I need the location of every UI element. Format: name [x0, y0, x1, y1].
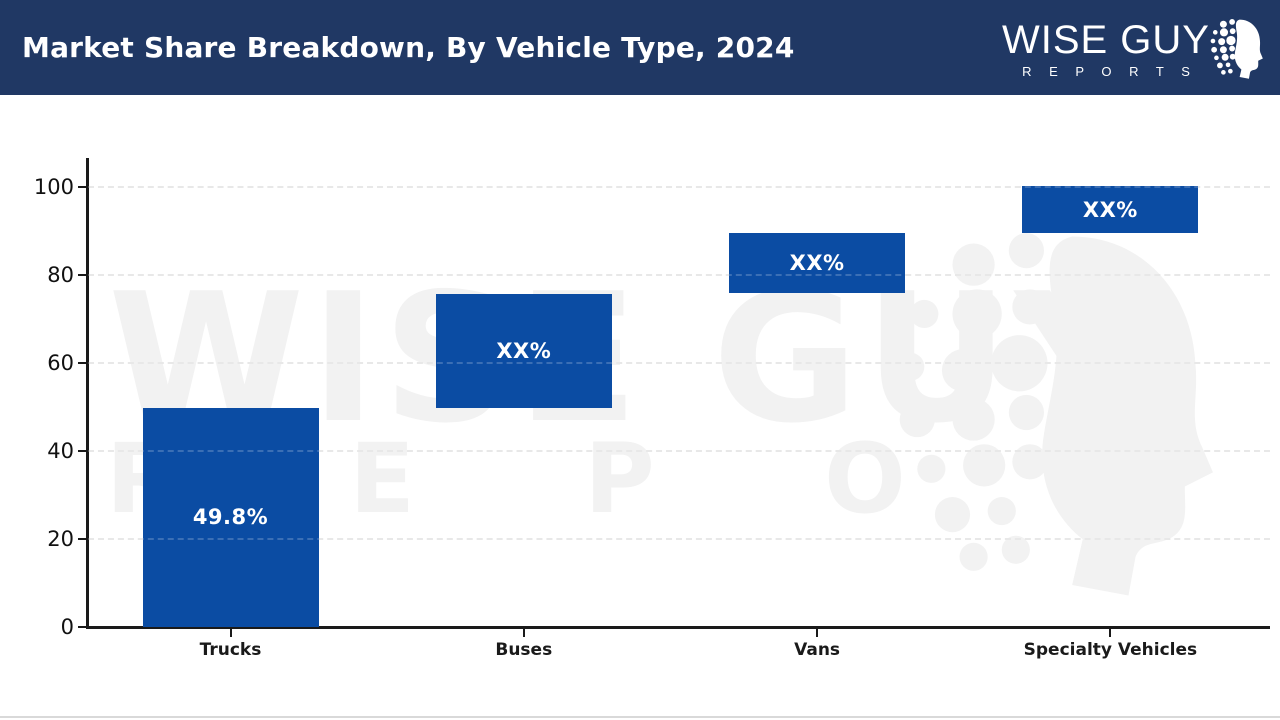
bar-value-label-trucks: 49.8%: [192, 505, 269, 530]
gridline-overlay-80: [88, 274, 1270, 276]
gridline-100: [88, 186, 1270, 188]
page-title: Market Share Breakdown, By Vehicle Type,…: [22, 31, 795, 64]
x-tick-label-buses: Buses: [495, 640, 553, 660]
x-tick-label-vans: Vans: [794, 640, 841, 660]
y-tick-mark-0: [78, 626, 87, 628]
logo-subtitle: R E P O R T S: [1022, 63, 1197, 79]
chart-area: WISE GUY R E P O R T S 02040608010049.8%…: [0, 95, 1280, 720]
logo-text: WISE GUY R E P O R T S: [1002, 18, 1210, 79]
y-tick-mark-80: [78, 274, 87, 276]
gridline-40: [88, 450, 1270, 452]
y-tick-label-100: 100: [33, 175, 74, 199]
x-tick-label-specialty-vehicles: Specialty Vehicles: [1023, 640, 1198, 660]
y-tick-label-60: 60: [47, 351, 74, 375]
bar-trucks: 49.8%: [142, 407, 319, 627]
y-tick-label-0: 0: [60, 615, 74, 639]
x-axis: [86, 626, 1270, 629]
gridline-60: [88, 362, 1270, 364]
bar-value-label-specialty-vehicles: XX%: [1082, 197, 1138, 222]
bar-specialty-vehicles: XX%: [1022, 186, 1199, 234]
y-tick-label-40: 40: [47, 439, 74, 463]
bottom-divider: [0, 716, 1280, 718]
x-tick-mark-specialty-vehicles: [1109, 628, 1112, 637]
dotted-head-icon: [1210, 19, 1263, 79]
y-tick-mark-40: [78, 450, 87, 452]
x-tick-label-trucks: Trucks: [199, 640, 262, 660]
y-tick-label-80: 80: [47, 263, 74, 287]
gridline-overlay-100: [88, 186, 1270, 188]
x-tick-mark-vans: [816, 628, 819, 637]
gridline-overlay-40: [88, 450, 1270, 452]
wise-guy-reports-logo: WISE GUY R E P O R T S: [1002, 7, 1264, 89]
bar-value-label-vans: XX%: [789, 251, 845, 276]
y-axis: [86, 158, 89, 629]
gridline-20: [88, 538, 1270, 540]
header-bar: Market Share Breakdown, By Vehicle Type,…: [0, 0, 1280, 95]
y-tick-mark-60: [78, 362, 87, 364]
x-tick-mark-trucks: [229, 628, 232, 637]
x-tick-mark-buses: [522, 628, 525, 637]
bar-value-label-buses: XX%: [496, 338, 552, 363]
logo-wordmark: WISE GUY: [1001, 17, 1210, 62]
watermark-dotted-head-icon: [896, 233, 1213, 596]
gridline-80: [88, 274, 1270, 276]
bar-buses: XX%: [435, 293, 612, 408]
gridline-overlay-20: [88, 538, 1270, 540]
y-tick-mark-100: [78, 186, 87, 188]
y-tick-mark-20: [78, 538, 87, 540]
gridline-overlay-60: [88, 362, 1270, 364]
y-tick-label-20: 20: [47, 527, 74, 551]
bar-vans: XX%: [729, 233, 906, 294]
